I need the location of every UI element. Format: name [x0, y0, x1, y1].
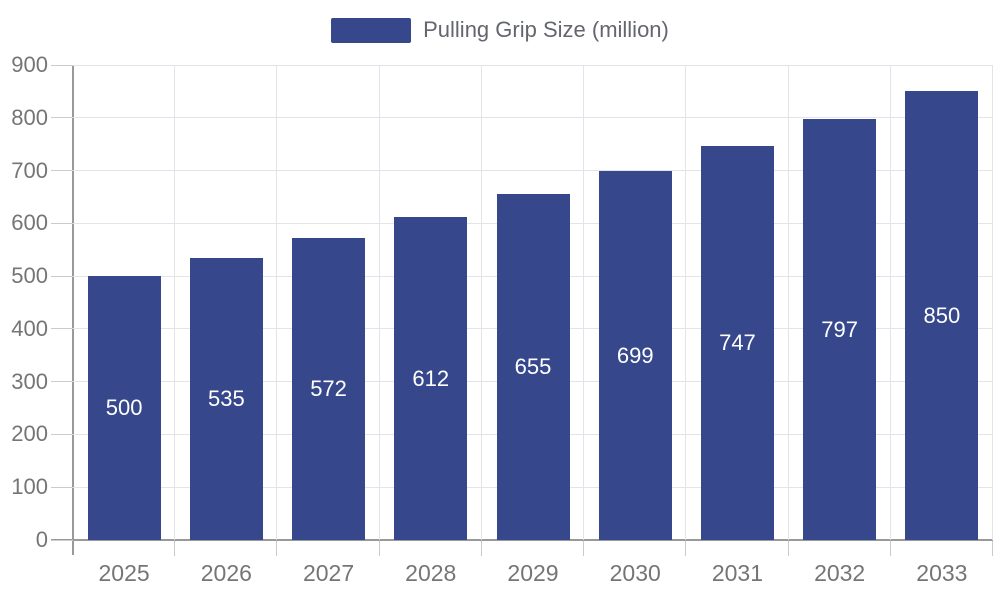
x-tick-label: 2025	[98, 560, 150, 586]
y-tick-label: 200	[11, 421, 48, 447]
y-axis-tick	[51, 170, 73, 172]
y-axis-tick	[51, 433, 73, 435]
x-axis-line	[51, 539, 993, 541]
x-gridline	[378, 65, 380, 540]
y-axis-tick	[51, 486, 73, 488]
y-axis-tick	[51, 117, 73, 119]
y-axis-line	[72, 65, 74, 555]
y-gridline	[73, 64, 993, 66]
x-tick-label: 2033	[916, 560, 968, 586]
x-axis-tick	[480, 541, 482, 556]
bar-2030[interactable]: 699	[598, 171, 672, 540]
x-axis-tick	[992, 541, 993, 556]
x-tick-label: 2028	[405, 560, 457, 586]
x-gridline	[992, 65, 993, 540]
y-tick-label: 400	[11, 315, 48, 341]
x-tick-label: 2026	[200, 560, 252, 586]
bar-value-label: 572	[310, 376, 347, 402]
x-axis-tick	[787, 541, 789, 556]
y-tick-label: 500	[11, 263, 48, 289]
x-axis-tick	[685, 541, 687, 556]
y-tick-label: 800	[11, 104, 48, 130]
y-axis-tick	[51, 328, 73, 330]
y-tick-label: 900	[11, 52, 48, 77]
x-axis-tick	[378, 541, 380, 556]
x-gridline	[889, 65, 891, 540]
bar-2028[interactable]: 612	[394, 217, 468, 540]
y-axis-tick	[51, 64, 73, 66]
x-tick-label: 2031	[711, 560, 764, 586]
bar-value-label: 535	[207, 385, 245, 411]
legend-swatch-icon	[331, 17, 412, 43]
x-axis-tick	[276, 541, 278, 556]
x-gridline	[583, 65, 585, 540]
bar-value-label: 612	[412, 365, 450, 391]
x-tick-label: 2029	[507, 560, 559, 586]
bar-2029[interactable]: 655	[496, 194, 570, 540]
x-gridline	[685, 65, 687, 540]
y-axis-tick	[51, 275, 73, 277]
x-gridline	[787, 65, 789, 540]
y-tick-label: 600	[11, 210, 48, 236]
x-tick-label: 2030	[609, 560, 661, 586]
x-axis-tick	[174, 541, 176, 556]
x-gridline	[480, 65, 482, 540]
y-axis-tick	[51, 539, 73, 541]
plot-area: 500 535 572 612 655 699 747 797 850	[73, 64, 993, 540]
y-gridline	[73, 170, 993, 172]
x-tick-label: 2032	[814, 560, 866, 586]
y-axis-tick	[51, 381, 73, 383]
y-gridline	[73, 117, 993, 119]
bar-value-label: 500	[105, 395, 143, 421]
legend-label: Pulling Grip Size (million)	[423, 17, 669, 42]
x-axis-tick	[889, 541, 891, 556]
bar-value-label: 699	[616, 342, 654, 368]
y-axis-tick	[51, 222, 73, 224]
bar-value-label: 797	[821, 316, 859, 342]
bar-2025[interactable]: 500	[87, 276, 161, 540]
y-tick-label: 0	[35, 527, 48, 552]
bar-2033[interactable]: 850	[905, 91, 979, 540]
bar-2032[interactable]: 797	[803, 119, 877, 540]
y-tick-label: 100	[11, 474, 48, 500]
bar-2026[interactable]: 535	[189, 257, 263, 540]
x-gridline	[174, 65, 176, 540]
bar-value-label: 655	[514, 354, 552, 380]
bar-value-label: 747	[719, 329, 756, 355]
x-tick-label: 2027	[302, 560, 355, 586]
bar-2027[interactable]: 572	[292, 238, 366, 540]
x-gridline	[276, 65, 278, 540]
y-tick-label: 700	[11, 157, 48, 183]
bar-2031[interactable]: 747	[700, 145, 774, 540]
x-axis-tick	[583, 541, 585, 556]
bar-value-label: 850	[923, 302, 961, 328]
y-tick-label: 300	[11, 368, 48, 394]
legend[interactable]: Pulling Grip Size (million)	[0, 16, 1000, 44]
